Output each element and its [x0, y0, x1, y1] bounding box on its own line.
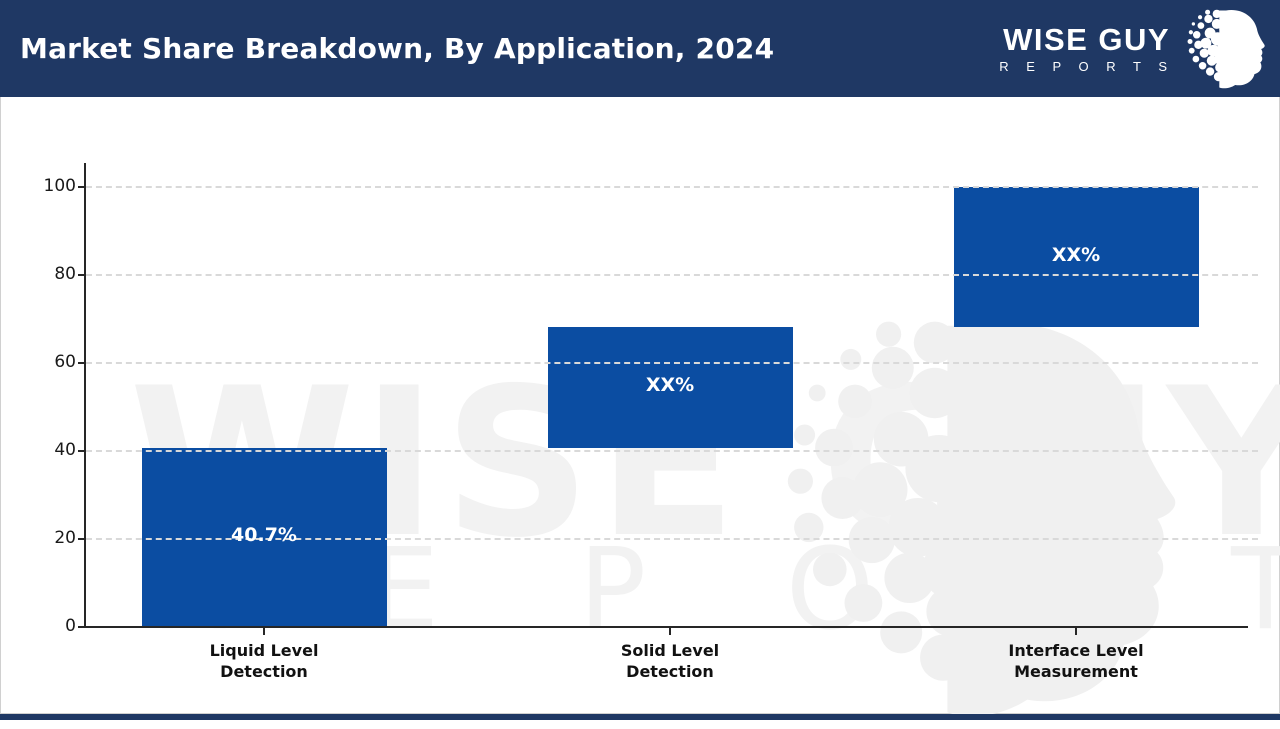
- x-axis-line: [84, 626, 1248, 628]
- bar-value-label: XX%: [548, 374, 793, 396]
- bar-value-label: 40.7%: [142, 524, 387, 546]
- footer-accent-bar: [0, 714, 1280, 720]
- gridline-y60: [86, 362, 1258, 364]
- gridline-y40: [86, 450, 1258, 452]
- bar-value-label: XX%: [954, 244, 1199, 266]
- y-tick-label: 80: [28, 264, 76, 284]
- wise-guy-reports-logo: WISE GUY R E P O R T S: [999, 0, 1272, 97]
- x-tick-mark: [1075, 628, 1077, 635]
- y-tick-label: 20: [28, 528, 76, 548]
- y-tick-label: 60: [28, 352, 76, 372]
- y-tick-label: 0: [28, 616, 76, 636]
- x-tick-mark: [263, 628, 265, 635]
- y-axis-line: [84, 163, 86, 628]
- x-category-label: Solid Level Detection: [510, 640, 830, 682]
- x-category-label: Interface Level Measurement: [916, 640, 1236, 682]
- logo-text: WISE GUY R E P O R T S: [999, 24, 1174, 73]
- logo-subtitle: R E P O R T S: [999, 60, 1174, 73]
- gridline-y80: [86, 274, 1258, 276]
- logo-wordmark: WISE GUY: [1003, 24, 1170, 55]
- gridline-y100: [86, 186, 1258, 188]
- header-banner: Market Share Breakdown, By Application, …: [0, 0, 1280, 97]
- x-category-label: Liquid Level Detection: [104, 640, 424, 682]
- x-tick-mark: [669, 628, 671, 635]
- y-tick-label: 40: [28, 440, 76, 460]
- page-title: Market Share Breakdown, By Application, …: [0, 32, 774, 65]
- y-tick-label: 100: [28, 176, 76, 196]
- face-profile-icon: [1180, 5, 1272, 93]
